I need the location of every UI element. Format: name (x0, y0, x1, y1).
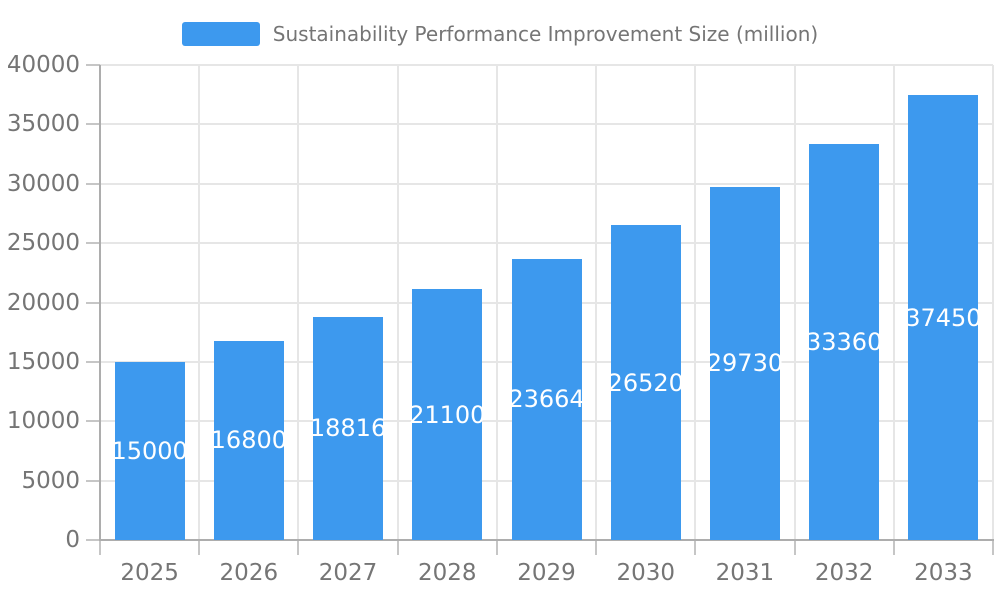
bar-2033[interactable]: 37450 (905, 95, 982, 540)
legend-swatch (181, 22, 260, 46)
gridline-vertical (198, 65, 201, 540)
x-axis-line (99, 539, 994, 541)
legend[interactable]: Sustainability Performance Improvement S… (0, 21, 1000, 47)
y-axis-tick-label: 5000 (21, 467, 80, 494)
bar-2027[interactable]: 18816 (309, 316, 387, 540)
bar-value-label: 29730 (706, 349, 784, 378)
x-axis-tick-label: 2026 (219, 560, 279, 586)
bar-2032[interactable]: 33360 (805, 143, 883, 540)
bar-value-label: 37450 (905, 303, 982, 332)
x-tick-mark (495, 540, 498, 555)
bar-value-label: 21100 (409, 400, 486, 429)
y-tick-mark (86, 123, 100, 126)
y-axis-line (99, 65, 101, 540)
y-axis-tick-label: 25000 (6, 230, 80, 257)
gridline-vertical (495, 65, 498, 540)
x-axis-tick-label: 2032 (814, 560, 874, 586)
x-axis-tick-label: 2029 (517, 560, 576, 586)
y-axis-tick-label: 20000 (6, 289, 80, 316)
gridline-vertical (992, 65, 994, 540)
y-axis-tick-label: 0 (65, 527, 80, 553)
x-axis-tick-label: 2033 (914, 560, 973, 586)
y-tick-mark (86, 64, 100, 66)
y-axis-tick-label: 15000 (6, 348, 80, 375)
y-tick-mark (86, 182, 100, 185)
x-tick-mark (892, 540, 895, 555)
bar-2030[interactable]: 26520 (607, 225, 684, 540)
x-tick-mark (694, 540, 697, 555)
x-axis-tick-label: 2031 (715, 560, 775, 586)
x-tick-mark (396, 540, 399, 555)
gridline-vertical (396, 65, 399, 540)
gridline-vertical (297, 65, 300, 540)
bar-value-label: 26520 (607, 368, 684, 397)
bar-value-label: 18816 (309, 414, 387, 443)
gridline-horizontal (100, 123, 993, 126)
bar-value-label: 16800 (210, 426, 288, 455)
bar-value-label: 23664 (508, 385, 585, 414)
bar-2025[interactable]: 15000 (111, 361, 188, 540)
y-axis-tick-label: 10000 (6, 408, 80, 435)
bar-value-label: 33360 (805, 327, 883, 356)
x-tick-mark (99, 540, 101, 555)
gridline-vertical (793, 65, 796, 540)
y-axis-tick-label: 35000 (6, 111, 80, 138)
x-axis-tick-label: 2027 (318, 560, 378, 586)
y-axis-tick-label: 30000 (6, 170, 80, 197)
gridline-vertical (595, 65, 598, 540)
gridline-vertical (892, 65, 895, 540)
y-tick-mark (86, 242, 100, 245)
y-tick-mark (86, 420, 100, 423)
y-tick-mark (86, 539, 100, 541)
y-tick-mark (86, 479, 100, 482)
x-tick-mark (793, 540, 796, 555)
gridline-horizontal (100, 182, 993, 185)
x-tick-mark (992, 540, 994, 555)
x-tick-mark (297, 540, 300, 555)
gridline-horizontal (100, 242, 993, 245)
x-tick-mark (595, 540, 598, 555)
bar-2028[interactable]: 21100 (409, 289, 486, 540)
x-axis-tick-label: 2030 (616, 560, 675, 586)
x-tick-mark (198, 540, 201, 555)
y-tick-mark (86, 360, 100, 363)
y-axis-tick-label: 40000 (6, 52, 80, 78)
bar-2026[interactable]: 16800 (210, 340, 288, 540)
legend-label: Sustainability Performance Improvement S… (272, 22, 819, 46)
bar-2029[interactable]: 23664 (508, 258, 585, 540)
y-tick-mark (86, 301, 100, 304)
bar-value-label: 15000 (111, 436, 188, 465)
bar-2031[interactable]: 29730 (706, 186, 784, 540)
x-axis-tick-label: 2028 (417, 560, 477, 586)
gridline-vertical (694, 65, 697, 540)
gridline-horizontal (100, 64, 993, 66)
x-axis-tick-label: 2025 (120, 560, 179, 586)
